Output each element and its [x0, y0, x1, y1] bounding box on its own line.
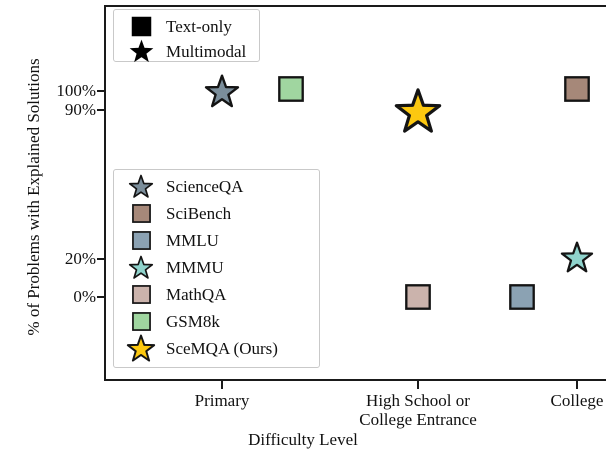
legend-item-mmlu[interactable]: MMLU	[114, 227, 319, 254]
y-axis-tick-labels: 100% 90% 20% 0%	[0, 0, 96, 458]
data-point-mathqa	[405, 284, 431, 310]
y-tick-label-90: 90%	[64, 100, 96, 119]
legend-item-scemqa-ours[interactable]: SceMQA (Ours)	[114, 334, 319, 363]
x-tick-label-primary-line1: Primary	[194, 391, 250, 410]
y-tick-label-0: 0%	[73, 287, 96, 306]
square-icon	[124, 231, 158, 250]
y-tick-label-20: 20%	[64, 249, 96, 268]
legend-item-gsm8k[interactable]: GSM8k	[114, 308, 319, 335]
legend-label: MMMU	[166, 257, 224, 277]
legend-item-text-only-label: Text-only	[166, 16, 232, 36]
legend-label: SceMQA (Ours)	[166, 338, 278, 358]
star-icon	[124, 39, 158, 63]
y-tick-mark-20	[97, 258, 104, 260]
square-icon	[124, 16, 158, 37]
data-point-scemqa	[394, 88, 442, 135]
y-tick-mark-0	[97, 296, 104, 298]
y-tick-label-100: 100%	[56, 81, 96, 100]
square-icon	[124, 285, 158, 304]
legend-label: MathQA	[166, 284, 227, 304]
x-tick-label-college: College	[551, 391, 604, 410]
x-tick-mark-primary	[221, 381, 223, 389]
y-tick-mark-90	[97, 109, 104, 111]
x-tick-mark-highschool	[417, 381, 419, 389]
data-point-scibench	[564, 76, 590, 102]
legend-label: SciBench	[166, 203, 232, 223]
legend-item-mmmu[interactable]: MMMU	[114, 254, 319, 281]
square-icon	[124, 312, 158, 331]
data-point-mmmu	[560, 241, 594, 274]
legend-item-mathqa[interactable]: MathQA	[114, 281, 319, 308]
x-tick-label-highschool: High School or College Entrance	[359, 391, 477, 429]
x-tick-label-highschool-line1: High School or	[366, 391, 470, 410]
y-tick-mark-100	[97, 90, 104, 92]
star-icon	[124, 174, 158, 199]
x-tick-label-college-line1: College	[550, 391, 604, 410]
star-icon	[124, 334, 158, 363]
legend-item-multimodal[interactable]: Multimodal	[114, 39, 259, 64]
x-tick-label-highschool-line2: College Entrance	[359, 410, 477, 429]
legend-label: MMLU	[166, 230, 219, 250]
legend-datasets: ScienceQA SciBench MMLU MMMU MathQA GSM8k SceM…	[113, 169, 320, 368]
legend-label: ScienceQA	[166, 176, 244, 196]
square-icon	[124, 204, 158, 223]
legend-label: GSM8k	[166, 311, 220, 331]
x-tick-mark-college	[576, 381, 578, 389]
legend-item-multimodal-label: Multimodal	[166, 41, 247, 61]
legend-item-scienceqa[interactable]: ScienceQA	[114, 173, 319, 200]
star-icon	[124, 255, 158, 280]
x-tick-label-primary: Primary	[195, 391, 250, 410]
data-point-mmlu	[509, 284, 535, 310]
x-axis-label: Difficulty Level	[248, 430, 358, 449]
y-axis-label: % of Problems with Explained Solutions	[24, 58, 43, 336]
legend-item-scibench[interactable]: SciBench	[114, 200, 319, 227]
legend-item-text-only[interactable]: Text-only	[114, 14, 259, 39]
data-point-scienceqa	[204, 74, 240, 109]
legend-modality: Text-only Multimodal	[113, 9, 260, 64]
data-point-gsm8k	[278, 76, 304, 102]
